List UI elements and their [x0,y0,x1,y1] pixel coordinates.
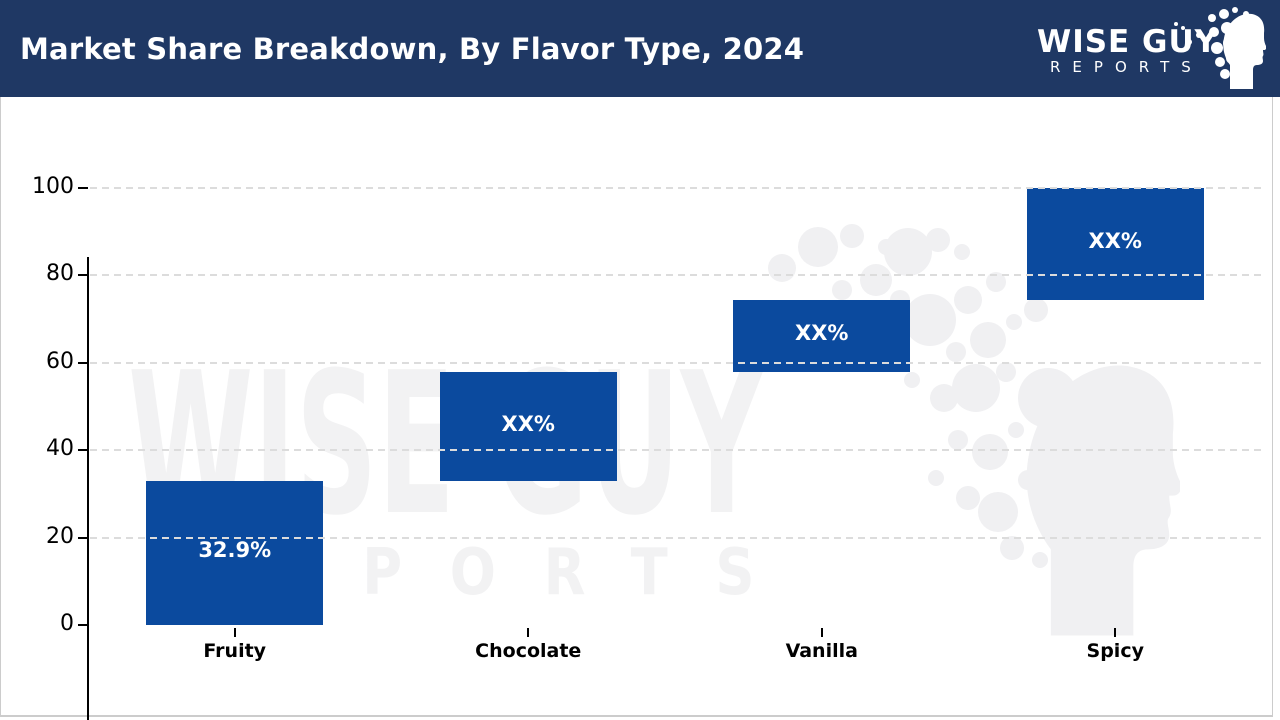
logo-dot [1203,46,1207,50]
watermark-dot [978,492,1018,532]
y-tick-60 [78,361,88,364]
x-tick-label-chocolate: Chocolate [475,640,582,662]
logo-sub-text: REPORTS [1050,58,1203,76]
chart-title: Market Share Breakdown, By Flavor Type, … [20,31,805,66]
y-tick-label-20: 20 [46,523,74,549]
logo-dot [1226,52,1238,64]
bar-label-chocolate: XX% [501,411,555,436]
logo-dot [1208,14,1216,22]
watermark-dot [928,470,944,486]
watermark-dot [948,430,968,450]
watermark-dot [1000,536,1024,560]
logo-dot [1235,18,1243,26]
logo-dot [1211,42,1223,54]
watermark-dot [1018,368,1078,428]
logo-dot [1243,11,1249,17]
logo-dot [1220,69,1230,79]
watermark-head-icon [1015,342,1182,646]
watermark-dot [798,227,838,267]
gridline-60 [90,361,1262,364]
y-tick-label-60: 60 [46,348,74,374]
plot-area: WISE GUY REPORTS 32.9% XX% XX% XX% 0 20 40 60 8… [0,97,1280,720]
logo-dot [1181,26,1185,30]
y-tick-20 [78,536,88,539]
bar-label-spicy: XX% [1088,228,1142,253]
logo-dot [1219,9,1229,19]
bar-spicy [1026,187,1204,301]
watermark-dot [884,228,932,276]
watermark-dot [996,362,1016,382]
watermark-dot [1006,314,1022,330]
y-tick-label-40: 40 [46,436,74,461]
y-tick-80 [78,274,88,276]
watermark-dot [1024,298,1048,322]
watermark-dot [904,372,920,388]
logo-dot [1231,66,1239,74]
watermark-dot [926,228,950,252]
watermark-dot [904,294,956,346]
logo-dot [1239,77,1245,83]
gridline-40 [90,449,1262,451]
watermark-dot [946,342,966,362]
y-axis-spine [87,257,89,720]
content-border [0,97,1273,717]
y-tick-label-80: 80 [46,261,74,286]
watermark-dot [832,280,852,300]
x-tick-fruity [233,628,236,637]
x-tick-label-fruity: Fruity [203,640,267,662]
logo-dot [1209,27,1219,37]
x-tick-label-vanilla: Vanilla [785,640,858,662]
header-band: Market Share Breakdown, By Flavor Type, … [0,0,1280,97]
bar-label-vanilla: XX% [795,321,849,346]
x-tick-vanilla [820,628,823,637]
y-tick-40 [78,449,88,451]
brand-logo: WISE GUY REPORTS [1002,0,1272,97]
watermark-dot [956,486,980,510]
watermark-dot [860,264,892,296]
logo-dot [1215,57,1225,67]
logo-dot [1174,22,1178,26]
y-tick-label-0: 0 [60,611,74,636]
bar-vanilla [733,300,911,373]
logo-dot [1221,22,1233,34]
watermark-dot [986,272,1006,292]
watermark-dot [1032,552,1048,568]
gridline-100 [90,186,1262,189]
logo-dot [1223,36,1237,50]
watermark-dot [768,254,796,282]
logo-dot [1186,39,1192,45]
logo-dot [1196,32,1202,38]
y-tick-0 [78,624,88,626]
watermark-dot [972,434,1008,470]
gridline-20 [90,536,1262,539]
watermark-dot [840,224,864,248]
watermark-dot [952,364,1000,412]
bar-fruity [146,481,324,625]
x-tick-label-spicy: Spicy [1086,640,1144,662]
logo-dot [1232,7,1238,13]
gridline-80 [90,274,1262,276]
watermark-dot [1018,470,1038,490]
x-tick-chocolate [527,628,530,637]
bar-label-fruity: 32.9% [198,538,272,563]
watermark-dot [954,244,970,260]
x-tick-spicy [1114,628,1117,637]
bar-chocolate [439,372,617,482]
y-tick-label-100: 100 [32,173,74,199]
y-tick-100 [78,186,88,189]
watermark-dot [1008,422,1024,438]
watermark-dot [970,322,1006,358]
watermark-dot [954,286,982,314]
